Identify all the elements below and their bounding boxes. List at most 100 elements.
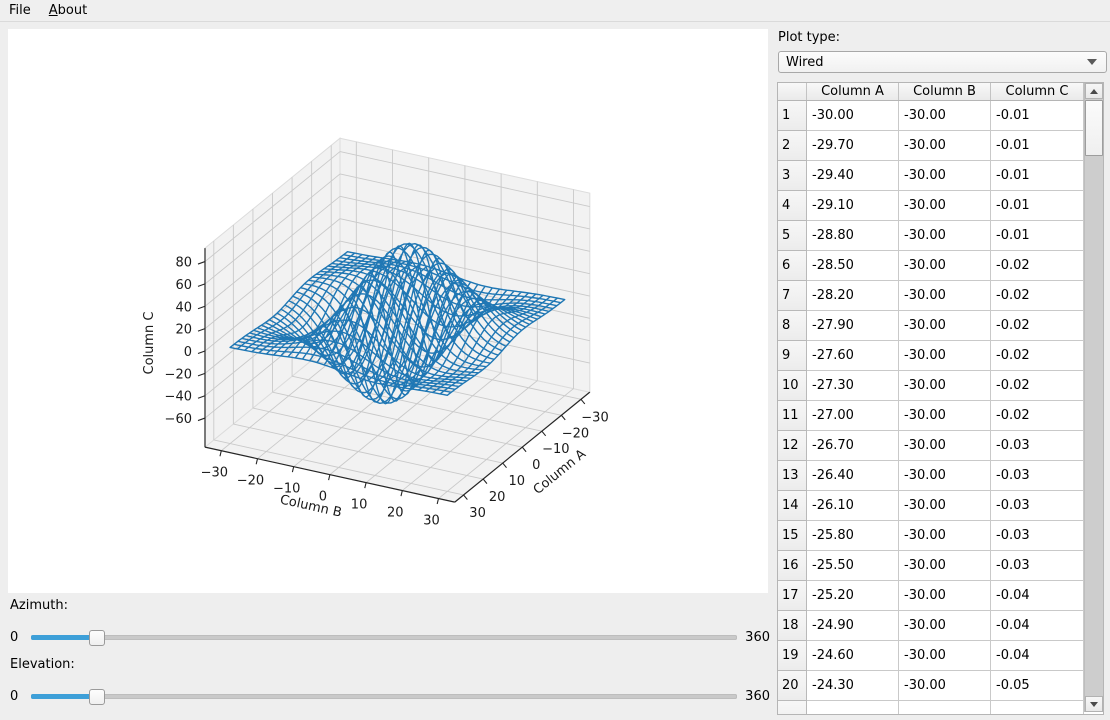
cell-column-c: -0.01	[991, 221, 1084, 251]
cell-column-b: -30.00	[899, 431, 991, 461]
cell-column-b: -30.00	[899, 311, 991, 341]
table-row[interactable]: 3 -29.40 -30.00 -0.01	[778, 161, 1084, 191]
cell-column-c: -0.03	[991, 551, 1084, 581]
cell-column-a: -25.20	[807, 581, 899, 611]
plot-type-value: Wired	[786, 54, 824, 70]
svg-text:60: 60	[175, 278, 192, 293]
table-scrollbar[interactable]	[1084, 83, 1103, 712]
row-number-cell: 17	[778, 581, 807, 611]
row-number-cell: 7	[778, 281, 807, 311]
svg-text:30: 30	[423, 514, 440, 529]
table-row[interactable]: 4 -29.10 -30.00 -0.01	[778, 191, 1084, 221]
row-number-cell: 20	[778, 671, 807, 701]
menu-file[interactable]: File	[9, 2, 31, 18]
cell-column-a: -30.00	[807, 101, 899, 131]
cell-column-a: -24.30	[807, 671, 899, 701]
table-row[interactable]: 12 -26.70 -30.00 -0.03	[778, 431, 1084, 461]
table-header-row: Column A Column B Column C	[778, 83, 1103, 101]
cell-column-a	[807, 701, 899, 714]
table-row[interactable]: 10 -27.30 -30.00 -0.02	[778, 371, 1084, 401]
cell-column-b: -30.00	[899, 551, 991, 581]
cell-column-a: -29.70	[807, 131, 899, 161]
elevation-slider-fill	[31, 693, 96, 699]
table-row[interactable]: 7 -28.20 -30.00 -0.02	[778, 281, 1084, 311]
svg-text:−30: −30	[581, 410, 608, 425]
table-row[interactable]: 17 -25.20 -30.00 -0.04	[778, 581, 1084, 611]
azimuth-label: Azimuth:	[10, 598, 68, 613]
cell-column-c: -0.01	[991, 161, 1084, 191]
svg-text:0: 0	[532, 458, 540, 473]
azimuth-slider-row: 0 360	[10, 629, 770, 646]
table-row[interactable]: 2 -29.70 -30.00 -0.01	[778, 131, 1084, 161]
svg-text:−40: −40	[165, 390, 192, 405]
scrollbar-up-button[interactable]	[1085, 83, 1103, 99]
cell-column-c: -0.03	[991, 431, 1084, 461]
svg-text:Column B: Column B	[278, 492, 343, 520]
header-column-c[interactable]: Column C	[991, 83, 1084, 100]
row-number-cell: 3	[778, 161, 807, 191]
header-column-b[interactable]: Column B	[899, 83, 991, 100]
cell-column-c: -0.01	[991, 101, 1084, 131]
cell-column-a: -28.80	[807, 221, 899, 251]
menu-about[interactable]: About	[48, 2, 88, 18]
cell-column-b: -30.00	[899, 371, 991, 401]
table-row[interactable]: 9 -27.60 -30.00 -0.02	[778, 341, 1084, 371]
table-body: 1 -30.00 -30.00 -0.01 2 -29.70 -30.00 -0.01 3 -29…	[778, 101, 1084, 714]
table-row[interactable]: 13 -26.40 -30.00 -0.03	[778, 461, 1084, 491]
table-row[interactable]: 1 -30.00 -30.00 -0.01	[778, 101, 1084, 131]
svg-text:10: 10	[508, 474, 525, 489]
cell-column-b: -30.00	[899, 161, 991, 191]
cell-column-c: -0.02	[991, 341, 1084, 371]
svg-text:−20: −20	[562, 426, 589, 441]
cell-column-b: -30.00	[899, 581, 991, 611]
scrollbar-thumb[interactable]	[1085, 100, 1103, 156]
scrollbar-down-button[interactable]	[1085, 696, 1103, 712]
cell-column-c: -0.05	[991, 671, 1084, 701]
table-row[interactable]: 16 -25.50 -30.00 -0.03	[778, 551, 1084, 581]
table-row[interactable]: 18 -24.90 -30.00 -0.04	[778, 611, 1084, 641]
svg-text:80: 80	[175, 256, 192, 271]
cell-column-a: -29.40	[807, 161, 899, 191]
svg-text:−20: −20	[237, 474, 264, 489]
row-number-cell: 15	[778, 521, 807, 551]
wireframe-surface	[229, 242, 566, 405]
elevation-slider[interactable]	[31, 688, 737, 705]
cell-column-a: -28.50	[807, 251, 899, 281]
table-row[interactable]: 15 -25.80 -30.00 -0.03	[778, 521, 1084, 551]
plot-figure: −30 −20 −10 0 10 20 30 −30 −20 −10 0 10 20 30 −60 −40 −2…	[8, 29, 768, 593]
svg-text:−10: −10	[542, 442, 569, 457]
table-row[interactable]: 8 -27.90 -30.00 -0.02	[778, 311, 1084, 341]
azimuth-slider-handle[interactable]	[88, 629, 105, 646]
cell-column-c: -0.01	[991, 131, 1084, 161]
cell-column-b: -30.00	[899, 641, 991, 671]
svg-text:−60: −60	[165, 412, 192, 427]
cell-column-b: -30.00	[899, 101, 991, 131]
cell-column-c: -0.02	[991, 281, 1084, 311]
svg-text:−20: −20	[165, 367, 192, 382]
cell-column-b: -30.00	[899, 461, 991, 491]
row-number-cell: 13	[778, 461, 807, 491]
elevation-slider-handle[interactable]	[88, 688, 105, 705]
cell-column-a: -25.80	[807, 521, 899, 551]
cell-column-c: -0.02	[991, 371, 1084, 401]
cell-column-a: -28.20	[807, 281, 899, 311]
azimuth-min-label: 0	[10, 629, 19, 645]
cell-column-b: -30.00	[899, 671, 991, 701]
plot-type-combobox[interactable]: Wired	[778, 51, 1107, 73]
table-row[interactable]: 19 -24.60 -30.00 -0.04	[778, 641, 1084, 671]
menu-bar: File About	[0, 0, 1110, 22]
cell-column-a: -26.10	[807, 491, 899, 521]
table-row[interactable]: 11 -27.00 -30.00 -0.02	[778, 401, 1084, 431]
cell-column-a: -26.70	[807, 431, 899, 461]
table-row[interactable]: 6 -28.50 -30.00 -0.02	[778, 251, 1084, 281]
row-number-cell: 19	[778, 641, 807, 671]
cell-column-c: -0.02	[991, 251, 1084, 281]
svg-text:0: 0	[319, 490, 327, 505]
table-row[interactable]: 5 -28.80 -30.00 -0.01	[778, 221, 1084, 251]
table-row[interactable]: 20 -24.30 -30.00 -0.05	[778, 671, 1084, 701]
header-column-a[interactable]: Column A	[807, 83, 899, 100]
svg-text:Column C: Column C	[142, 312, 157, 375]
table-row[interactable]: 14 -26.10 -30.00 -0.03	[778, 491, 1084, 521]
table-row[interactable]	[778, 701, 1084, 714]
azimuth-slider[interactable]	[31, 629, 737, 646]
